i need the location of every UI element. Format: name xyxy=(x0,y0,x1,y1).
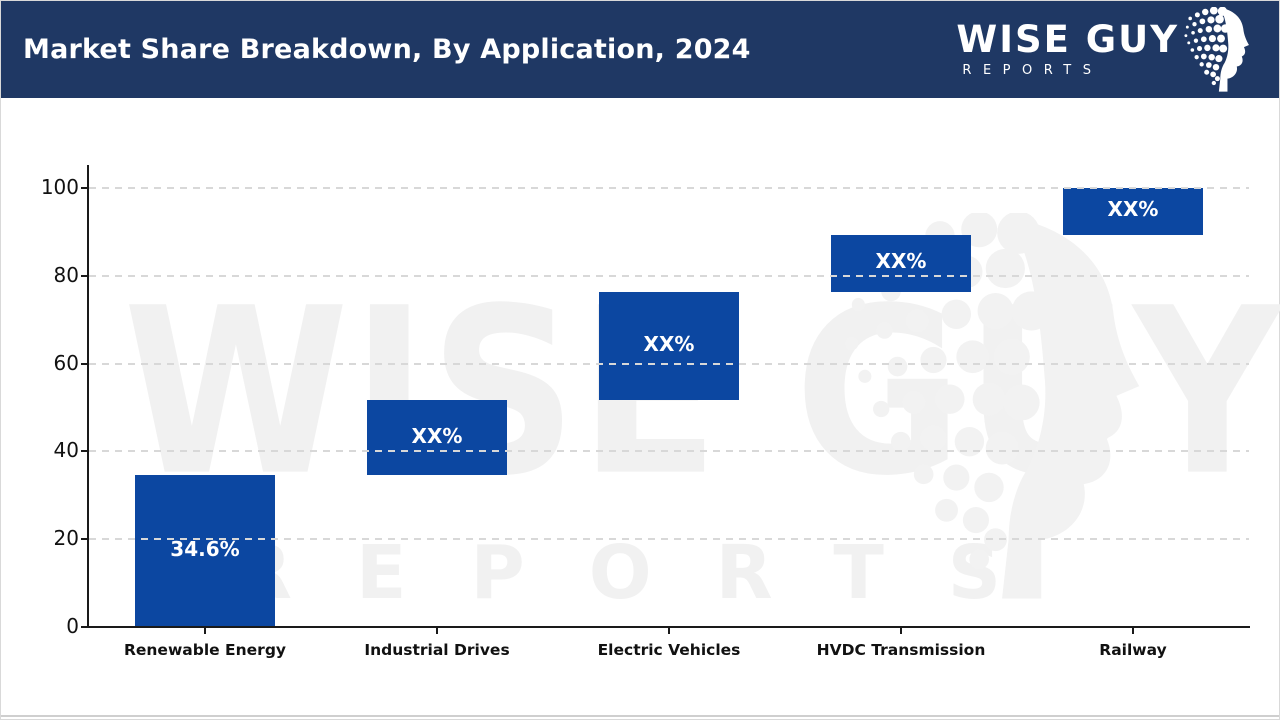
bar-value-label-electric-vehicles: XX% xyxy=(643,332,695,357)
x-tick-renewable-energy xyxy=(204,628,206,634)
category-label-renewable-energy: Renewable Energy xyxy=(123,641,287,659)
logo-primary-text: WISE GUY xyxy=(956,18,1179,61)
bar-value-label-industrial-drives: XX% xyxy=(411,423,463,448)
x-tick-electric-vehicles xyxy=(668,628,670,634)
bar-value-label-renewable-energy: 34.6% xyxy=(170,537,240,562)
y-tick-60 xyxy=(81,362,87,365)
y-tick-label-40: 40 xyxy=(53,438,79,463)
x-tick-hvdc-transmission xyxy=(900,628,902,634)
logo-secondary-text: REPORTS xyxy=(962,63,1103,78)
y-tick-40 xyxy=(81,450,87,453)
gridline-40 xyxy=(89,450,1249,453)
y-tick-80 xyxy=(81,274,87,277)
footer-divider xyxy=(1,715,1279,717)
y-tick-label-100: 100 xyxy=(40,175,79,199)
category-label-hvdc-transmission: HVDC Transmission xyxy=(816,641,986,659)
x-axis-line xyxy=(87,626,1250,628)
gridline-100 xyxy=(89,187,1249,189)
bar-electric-vehicles xyxy=(599,291,739,401)
y-axis-line xyxy=(87,165,89,628)
y-tick-label-0: 0 xyxy=(66,614,79,638)
wiseguy-head-icon xyxy=(1184,6,1249,92)
y-tick-label-20: 20 xyxy=(53,526,79,551)
bar-value-label-railway: XX% xyxy=(1107,197,1159,222)
gridline-80 xyxy=(89,274,1249,277)
y-tick-label-80: 80 xyxy=(53,262,79,287)
bar-renewable-energy xyxy=(135,475,275,627)
gridline-20 xyxy=(89,538,1249,541)
page-title: Market Share Breakdown, By Application, … xyxy=(23,34,751,65)
y-tick-label-60: 60 xyxy=(53,350,79,375)
category-label-electric-vehicles: Electric Vehicles xyxy=(597,641,741,659)
y-tick-0 xyxy=(81,626,87,628)
y-tick-100 xyxy=(81,187,87,189)
bar-value-label-hvdc-transmission: XX% xyxy=(875,249,927,274)
x-tick-railway xyxy=(1132,628,1134,634)
category-label-industrial-drives: Industrial Drives xyxy=(364,641,510,659)
header-bar: Market Share Breakdown, By Application, … xyxy=(1,1,1279,98)
y-tick-20 xyxy=(81,538,87,541)
wiseguy-logo: WISE GUY REPORTS xyxy=(956,6,1257,93)
category-label-railway: Railway xyxy=(1099,641,1167,659)
gridline-60 xyxy=(89,362,1249,365)
wiseguy-logo-text: WISE GUY REPORTS xyxy=(956,21,1179,78)
x-tick-industrial-drives xyxy=(436,628,438,634)
bar-industrial-drives xyxy=(367,400,507,476)
